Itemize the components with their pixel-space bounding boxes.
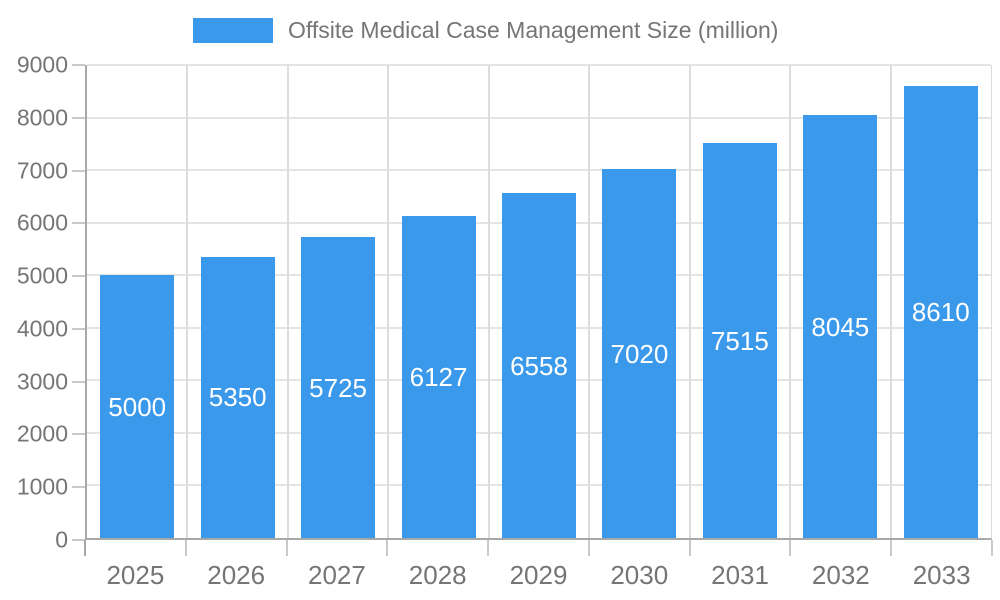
x-tick-label-2031: 2031: [711, 560, 769, 590]
x-tick-mark: [487, 540, 490, 556]
bar-slot: 8045: [790, 65, 890, 538]
x-tick-mark: [386, 540, 389, 556]
y-tick-mark: [72, 275, 85, 278]
gridline-horizontal: [87, 116, 991, 119]
y-tick-label: 0: [55, 526, 68, 553]
x-tick-mark: [890, 540, 893, 556]
x-tick-label-2027: 2027: [308, 560, 366, 590]
bar-value-label: 8045: [811, 311, 870, 342]
y-tick-label: 8000: [16, 104, 68, 131]
bar-slot: 5725: [288, 65, 388, 538]
gridline-vertical: [286, 65, 289, 538]
bar-slot: 8610: [891, 65, 991, 538]
x-tick-mark: [285, 540, 288, 556]
y-tick-mark: [72, 169, 85, 172]
plot-area: 5000 5350 5725 6127 6558 7020 7515 8045 8610: [85, 64, 992, 540]
y-tick-mark: [72, 64, 85, 66]
y-tick-mark: [72, 539, 85, 541]
x-tick-label-2029: 2029: [509, 560, 568, 590]
y-tick-mark: [72, 327, 85, 330]
x-tick-label-2033: 2033: [912, 560, 971, 590]
bar-2026[interactable]: 5350: [200, 256, 275, 538]
bar-value-label: 6127: [409, 362, 468, 392]
gridline-horizontal: [87, 64, 991, 66]
bar-value-label: 8610: [911, 296, 970, 327]
bar-value-label: 6558: [510, 350, 568, 381]
legend-swatch: [193, 18, 273, 43]
x-tick-mark: [789, 540, 792, 556]
y-tick-label: 5000: [16, 262, 68, 289]
x-tick-mark: [587, 540, 590, 556]
x-tick-mark: [84, 540, 86, 556]
gridline-vertical: [889, 65, 892, 538]
bar-slot: 5350: [187, 65, 287, 538]
gridline-vertical: [487, 65, 490, 538]
y-tick-label: 2000: [16, 420, 68, 447]
x-tick-mark: [991, 540, 993, 556]
bar-value-label: 7020: [610, 338, 669, 369]
bar-2028[interactable]: 6127: [401, 216, 476, 538]
bar-2032[interactable]: 8045: [803, 115, 878, 538]
bar-value-label: 5725: [309, 372, 368, 403]
bar-2031[interactable]: 7515: [702, 143, 777, 538]
gridline-vertical: [387, 65, 390, 538]
gridline-vertical: [688, 65, 691, 538]
y-tick-label: 7000: [16, 157, 68, 184]
bar-2029[interactable]: 6558: [501, 193, 576, 538]
y-axis: 0 1000 2000 3000 4000 5000 6000 7000 8000 9000: [0, 52, 85, 553]
x-tick-label-2026: 2026: [207, 560, 266, 590]
y-tick-label: 3000: [16, 368, 68, 395]
x-tick-mark: [688, 540, 691, 556]
bar-slot: 6127: [388, 65, 488, 538]
gridline-vertical: [588, 65, 591, 538]
bar-2027[interactable]: 5725: [301, 237, 376, 538]
bar-value-label: 7515: [710, 325, 769, 356]
gridline-horizontal: [87, 169, 991, 172]
y-tick-mark: [72, 486, 85, 489]
y-tick-label: 1000: [16, 473, 68, 500]
bar-value-label: 5000: [108, 391, 167, 422]
bar-slot: 7515: [690, 65, 790, 538]
x-tick-label-2028: 2028: [408, 560, 467, 590]
x-tick-label-2030: 2030: [610, 560, 669, 590]
bar-slot: 5000: [87, 65, 187, 538]
y-tick-label: 9000: [16, 51, 68, 78]
y-tick-mark: [72, 380, 85, 383]
gridline-vertical: [789, 65, 792, 538]
y-tick-mark: [72, 433, 85, 436]
bar-slot: 6558: [489, 65, 589, 538]
gridline-vertical: [186, 65, 189, 538]
bar-slot: 7020: [589, 65, 689, 538]
x-tick-label-2032: 2032: [811, 560, 870, 590]
x-tick-mark: [184, 540, 187, 556]
y-tick-mark: [72, 116, 85, 119]
y-tick-label: 4000: [16, 315, 68, 342]
y-tick-mark: [72, 222, 85, 225]
bar-value-label: 5350: [208, 382, 267, 413]
legend[interactable]: Offsite Medical Case Management Size (mi…: [193, 17, 778, 44]
x-axis: 2025 2026 2027 2028 2029 2030 2031 2032 2033: [84, 540, 993, 600]
x-tick-label-2025: 2025: [106, 560, 165, 590]
legend-label: Offsite Medical Case Management Size (mi…: [288, 17, 779, 43]
bar-2025[interactable]: 5000: [100, 275, 175, 538]
bar-2033[interactable]: 8610: [903, 85, 978, 538]
bar-2030[interactable]: 7020: [602, 169, 677, 538]
y-tick-label: 6000: [16, 209, 68, 236]
